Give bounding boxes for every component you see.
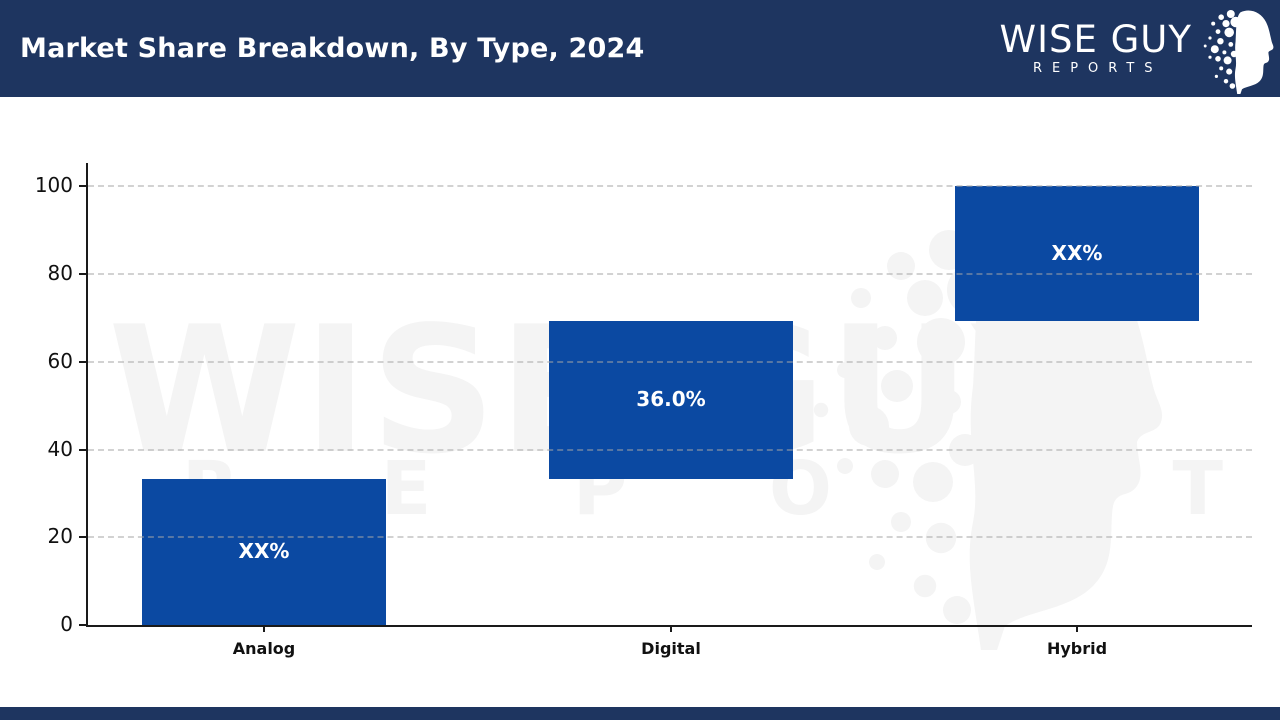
page-title: Market Share Breakdown, By Type, 2024	[20, 33, 645, 64]
x-tick-mark	[670, 625, 672, 632]
y-tick-mark	[79, 448, 86, 451]
y-tick-mark	[79, 624, 86, 626]
x-tick-label: Digital	[641, 639, 701, 658]
x-tick-label: Analog	[232, 639, 296, 658]
y-tick-label: 60	[47, 348, 73, 373]
bar-hybrid	[955, 186, 1199, 321]
y-tick-mark	[79, 360, 86, 363]
y-tick-label: 0	[60, 612, 73, 636]
y-tick-mark	[79, 185, 86, 188]
y-tick-mark	[79, 536, 86, 539]
logo-text: WISE GUY REPORTS	[1000, 21, 1192, 76]
bar-value-label: XX%	[238, 538, 290, 563]
y-tick-label: 80	[47, 261, 73, 285]
gridline-40	[88, 448, 1252, 451]
y-tick-label: 40	[47, 436, 73, 461]
plot-area: 0 20 40 60 80 100 XX% Analog 36.0% Digital XX% Hybr…	[35, 163, 1252, 658]
y-tick-mark	[79, 273, 86, 275]
bar-digital	[549, 320, 793, 479]
y-axis-line	[86, 163, 88, 627]
logo-face-icon	[1203, 9, 1274, 94]
bar-value-label: 36.0%	[636, 386, 706, 411]
logo-subtext: REPORTS	[1032, 61, 1163, 76]
bar-value-label: XX%	[1051, 240, 1103, 265]
footer-band	[0, 707, 1280, 720]
x-tick-mark	[1076, 625, 1078, 632]
y-tick-label: 100	[34, 173, 73, 198]
header-band: Market Share Breakdown, By Type, 2024 WI…	[0, 0, 1280, 97]
gridline-60	[88, 360, 1252, 363]
x-tick-label: Hybrid	[1046, 639, 1108, 658]
y-tick-label: 20	[47, 524, 73, 549]
gridline-100	[88, 185, 1252, 188]
x-tick-mark	[263, 625, 265, 632]
gridline-20	[88, 536, 1252, 539]
gridline-80	[88, 273, 1252, 275]
x-axis-line	[86, 625, 1252, 627]
bar-analog	[142, 478, 386, 625]
logo: WISE GUY REPORTS	[1000, 0, 1274, 97]
logo-wordmark: WISE GUY	[999, 18, 1192, 61]
